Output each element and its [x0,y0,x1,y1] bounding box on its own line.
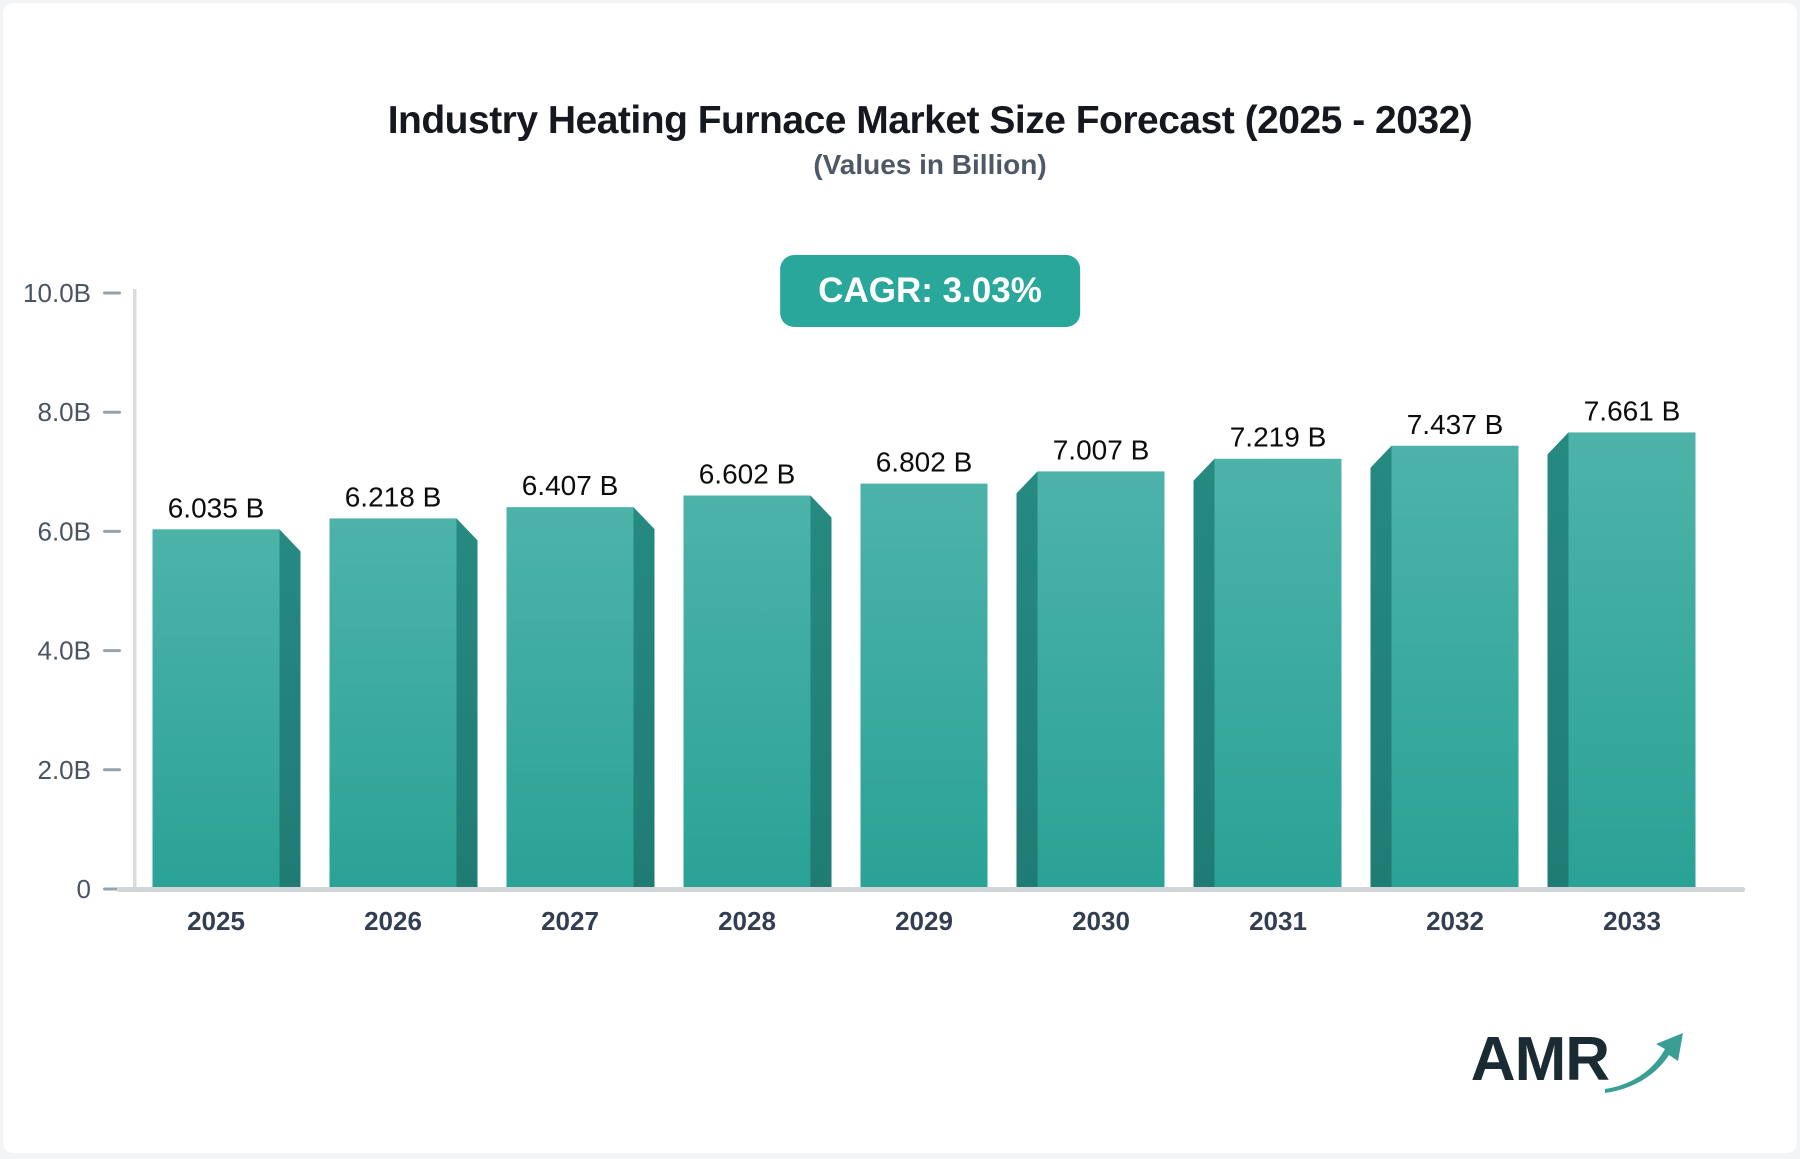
y-tick-label: 2.0B [38,755,92,785]
y-tick-label: 4.0B [38,636,92,666]
bar-2032: 7.437 B 2032 [1370,409,1519,936]
y-tick-label: 0 [77,874,91,904]
bar-front-face [860,483,988,889]
cagr-badge: CAGR: 3.03% [780,255,1080,327]
x-category-label: 2031 [1249,906,1307,936]
bar-side-face [279,529,301,889]
bar-2029: 6.802 B 2029 [860,447,988,936]
bar-2028: 6.602 B 2028 [683,459,832,936]
growth-arrow-icon [1605,1033,1683,1093]
bar-side-face [1016,471,1038,889]
x-axis-line [117,887,1745,892]
y-tick-dash [103,768,121,772]
x-category-label: 2027 [541,906,599,936]
x-category-label: 2025 [187,906,245,936]
y-tick-dash [103,529,121,533]
bar-value-label: 7.661 B [1584,395,1681,426]
chart-subtitle: (Values in Billion) [813,149,1047,180]
bar-side-face [456,518,478,889]
bar-value-label: 6.035 B [168,492,265,523]
y-tick-dash [103,887,121,891]
bars-layer: 6.035 B 2025 6.218 B 2026 6.407 B 2027 6.602 B… [152,395,1696,936]
bar-2027: 6.407 B 2027 [506,470,655,936]
bar-2030: 7.007 B 2030 [1016,434,1165,936]
bar-front-face [152,529,280,889]
y-tick-dash [103,649,121,653]
bar-2031: 7.219 B 2031 [1193,422,1342,936]
bar-side-face [1193,458,1215,889]
x-category-label: 2028 [718,906,776,936]
bar-2025: 6.035 B 2025 [152,492,301,936]
bar-front-face [1391,445,1519,889]
x-category-label: 2030 [1072,906,1130,936]
bar-front-face [329,518,457,889]
y-tick-label: 10.0B [23,278,91,308]
bar-front-face [1568,432,1696,889]
bar-value-label: 6.802 B [876,447,973,478]
y-tick-dash [103,410,121,414]
bar-side-face [810,495,832,889]
amr-logo: AMR [1471,1029,1687,1095]
bar-front-face [683,495,811,889]
logo-text: AMR [1470,1025,1610,1094]
x-category-label: 2033 [1603,906,1661,936]
y-tick-dash [103,291,121,295]
bar-side-face [1370,445,1392,889]
bar-front-face [1214,458,1342,889]
x-category-label: 2026 [364,906,422,936]
bar-chart: 10.0B 8.0B 6.0B 4.0B 2.0B 0 6.035 B 2025 6.218 … [23,278,1745,936]
bar-value-label: 7.219 B [1230,422,1327,453]
bar-side-face [633,507,655,889]
x-category-label: 2029 [895,906,953,936]
axis-layer: 10.0B 8.0B 6.0B 4.0B 2.0B 0 [23,278,137,904]
bar-2026: 6.218 B 2026 [329,481,478,936]
bar-2033: 7.661 B 2033 [1547,395,1696,936]
bar-value-label: 7.437 B [1407,409,1504,440]
bar-value-label: 6.602 B [699,459,796,490]
chart-title: Industry Heating Furnace Market Size For… [387,99,1473,142]
bar-value-label: 7.007 B [1053,434,1150,465]
y-tick-label: 6.0B [38,516,92,546]
chart-card: Industry Heating Furnace Market Size For… [3,3,1797,1153]
bar-value-label: 6.218 B [345,481,442,512]
bar-side-face [1547,432,1569,889]
bar-front-face [506,507,634,889]
bar-front-face [1037,471,1165,889]
x-category-label: 2032 [1426,906,1484,936]
y-tick-label: 8.0B [38,397,92,427]
overlay-layer [117,887,1745,892]
y-axis-line [133,289,137,891]
bar-value-label: 6.407 B [522,470,619,501]
